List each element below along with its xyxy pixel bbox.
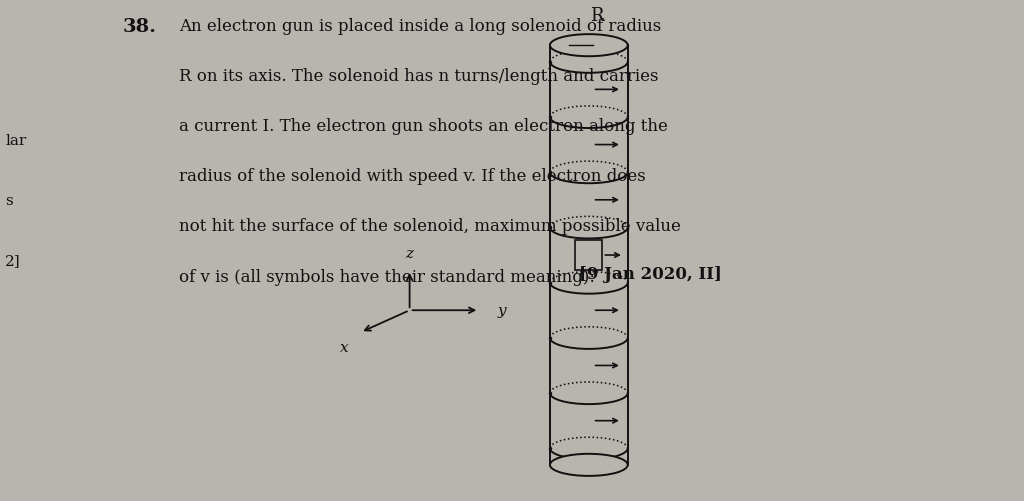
Text: [9 Jan 2020, II]: [9 Jan 2020, II]: [579, 266, 722, 283]
Text: x: x: [340, 340, 348, 354]
Text: An electron gun is placed inside a long solenoid of radius: An electron gun is placed inside a long …: [179, 18, 662, 35]
Text: y: y: [498, 304, 506, 318]
Text: lar: lar: [5, 133, 27, 147]
Ellipse shape: [550, 454, 628, 476]
Text: R: R: [590, 7, 603, 25]
Text: a current I. The electron gun shoots an electron along the: a current I. The electron gun shoots an …: [179, 118, 668, 135]
Text: of v is (all symbols have their standard meaning):: of v is (all symbols have their standard…: [179, 268, 595, 285]
Text: 2]: 2]: [5, 254, 20, 268]
Text: s: s: [5, 193, 13, 207]
Text: R on its axis. The solenoid has n turns/length and carries: R on its axis. The solenoid has n turns/…: [179, 68, 658, 85]
Ellipse shape: [550, 35, 628, 57]
Text: radius of the solenoid with speed v. If the electron does: radius of the solenoid with speed v. If …: [179, 168, 646, 185]
Text: 38.: 38.: [123, 18, 157, 36]
Bar: [575, 240, 602, 271]
Text: not hit the surface of the solenoid, maximum possible value: not hit the surface of the solenoid, max…: [179, 218, 681, 235]
Text: z: z: [406, 246, 414, 261]
